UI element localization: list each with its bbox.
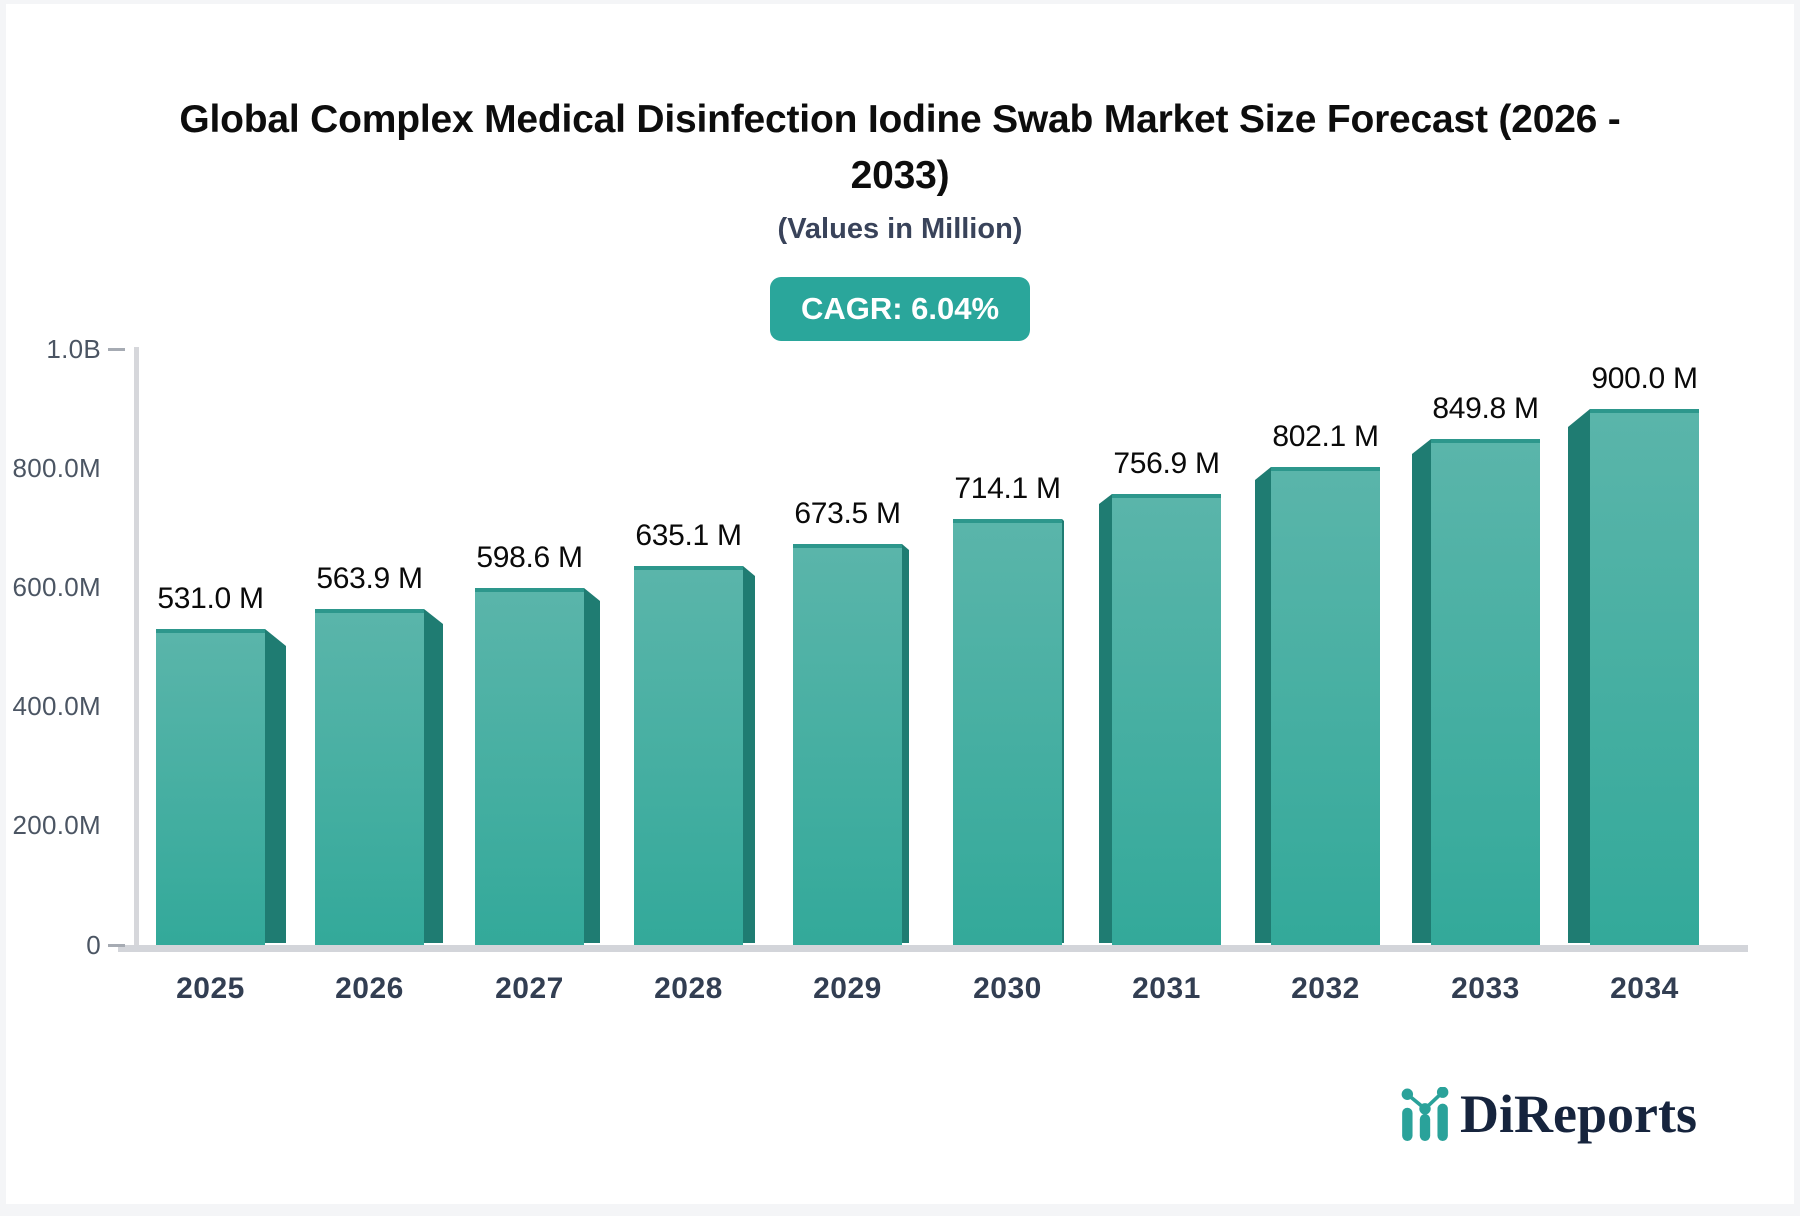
chart-title-line1: Global Complex Medical Disinfection Iodi…: [179, 98, 1621, 141]
chart-title: Global Complex Medical Disinfection Iodi…: [100, 92, 1700, 204]
bar-value-label-2031: 756.9 M: [1113, 447, 1220, 480]
y-tick-800.0M: 800.0M: [6, 452, 125, 484]
y-tick-200.0M: 200.0M: [6, 810, 125, 842]
bar-2031: [1112, 494, 1221, 945]
bar-value-label-2029: 673.5 M: [794, 497, 901, 530]
bar-side-2029: [902, 544, 909, 943]
bar-2032: [1271, 467, 1380, 945]
x-axis-label-2031: 2031: [1132, 972, 1201, 1005]
x-axis-label-2033: 2033: [1451, 972, 1520, 1005]
bar-2034: [1590, 409, 1699, 945]
y-tick-mark: [108, 943, 125, 947]
brand-logo: DiReports: [1400, 1087, 1697, 1141]
bar-value-label-2033: 849.8 M: [1432, 392, 1539, 425]
bar-value-label-2026: 563.9 M: [316, 562, 423, 595]
x-axis-label-2032: 2032: [1291, 972, 1360, 1005]
mini-bar-chart-logo-icon: [1401, 1087, 1449, 1141]
bar-2026: [315, 609, 424, 945]
chart-subtitle: (Values in Million): [777, 213, 1023, 245]
bar-2029: [793, 544, 902, 945]
x-axis-label-2029: 2029: [813, 972, 882, 1005]
x-axis-label-2030: 2030: [973, 972, 1042, 1005]
y-tick-label: 200.0M: [12, 810, 101, 841]
y-tick-label: 400.0M: [12, 691, 101, 722]
cagr-badge: CAGR: 6.04%: [769, 277, 1031, 341]
bar-value-label-2034: 900.0 M: [1591, 362, 1698, 395]
bar-side-2034: [1568, 409, 1590, 943]
bar-2028: [634, 566, 743, 945]
bar-side-2033: [1412, 439, 1431, 943]
bar-2027: [475, 588, 584, 945]
y-tick-400.0M: 400.0M: [6, 691, 125, 723]
chart-header: Global Complex Medical Disinfection Iodi…: [6, 92, 1794, 341]
y-tick-label: 600.0M: [12, 571, 101, 602]
bar-2030: [953, 519, 1062, 945]
bar-side-2031: [1099, 494, 1112, 943]
y-tick-mark: [108, 347, 125, 351]
y-tick-0: 0: [6, 929, 125, 961]
x-axis-label-2025: 2025: [176, 972, 245, 1005]
brand-name: DiReports: [1460, 1084, 1697, 1144]
chart-card: Global Complex Medical Disinfection Iodi…: [6, 4, 1794, 1204]
x-axis-line: [118, 945, 1748, 952]
bar-side-2032: [1255, 467, 1271, 943]
y-tick-label: 800.0M: [12, 452, 101, 483]
x-axis-label-2028: 2028: [654, 972, 723, 1005]
x-axis-label-2034: 2034: [1610, 972, 1679, 1005]
y-tick-label: 0: [86, 929, 101, 960]
bar-2033: [1431, 439, 1540, 945]
bar-value-label-2027: 598.6 M: [476, 541, 583, 574]
bar-value-label-2032: 802.1 M: [1272, 420, 1379, 453]
bar-side-2028: [743, 566, 755, 943]
bar-chart-plot-area: 1.0B 800.0M 600.0M 400.0M 200.0M 0 531.0 M 2025…: [6, 4, 1800, 1216]
bar-side-2025: [265, 629, 286, 943]
bar-value-label-2025: 531.0 M: [157, 582, 264, 615]
y-tick-label: 1.0B: [46, 333, 101, 364]
bar-value-label-2030: 714.1 M: [954, 472, 1061, 505]
x-axis-label-2027: 2027: [495, 972, 564, 1005]
bar-value-label-2028: 635.1 M: [635, 519, 742, 552]
y-tick-1.0B: 1.0B: [6, 333, 125, 365]
bar-side-2026: [424, 609, 443, 943]
bar-side-2027: [584, 588, 600, 943]
y-axis-line: [134, 347, 139, 952]
bar-side-2030: [1062, 519, 1064, 943]
bar-2025: [156, 629, 265, 945]
chart-title-line2: 2033): [850, 154, 950, 197]
y-tick-600.0M: 600.0M: [6, 571, 125, 603]
x-axis-label-2026: 2026: [335, 972, 404, 1005]
